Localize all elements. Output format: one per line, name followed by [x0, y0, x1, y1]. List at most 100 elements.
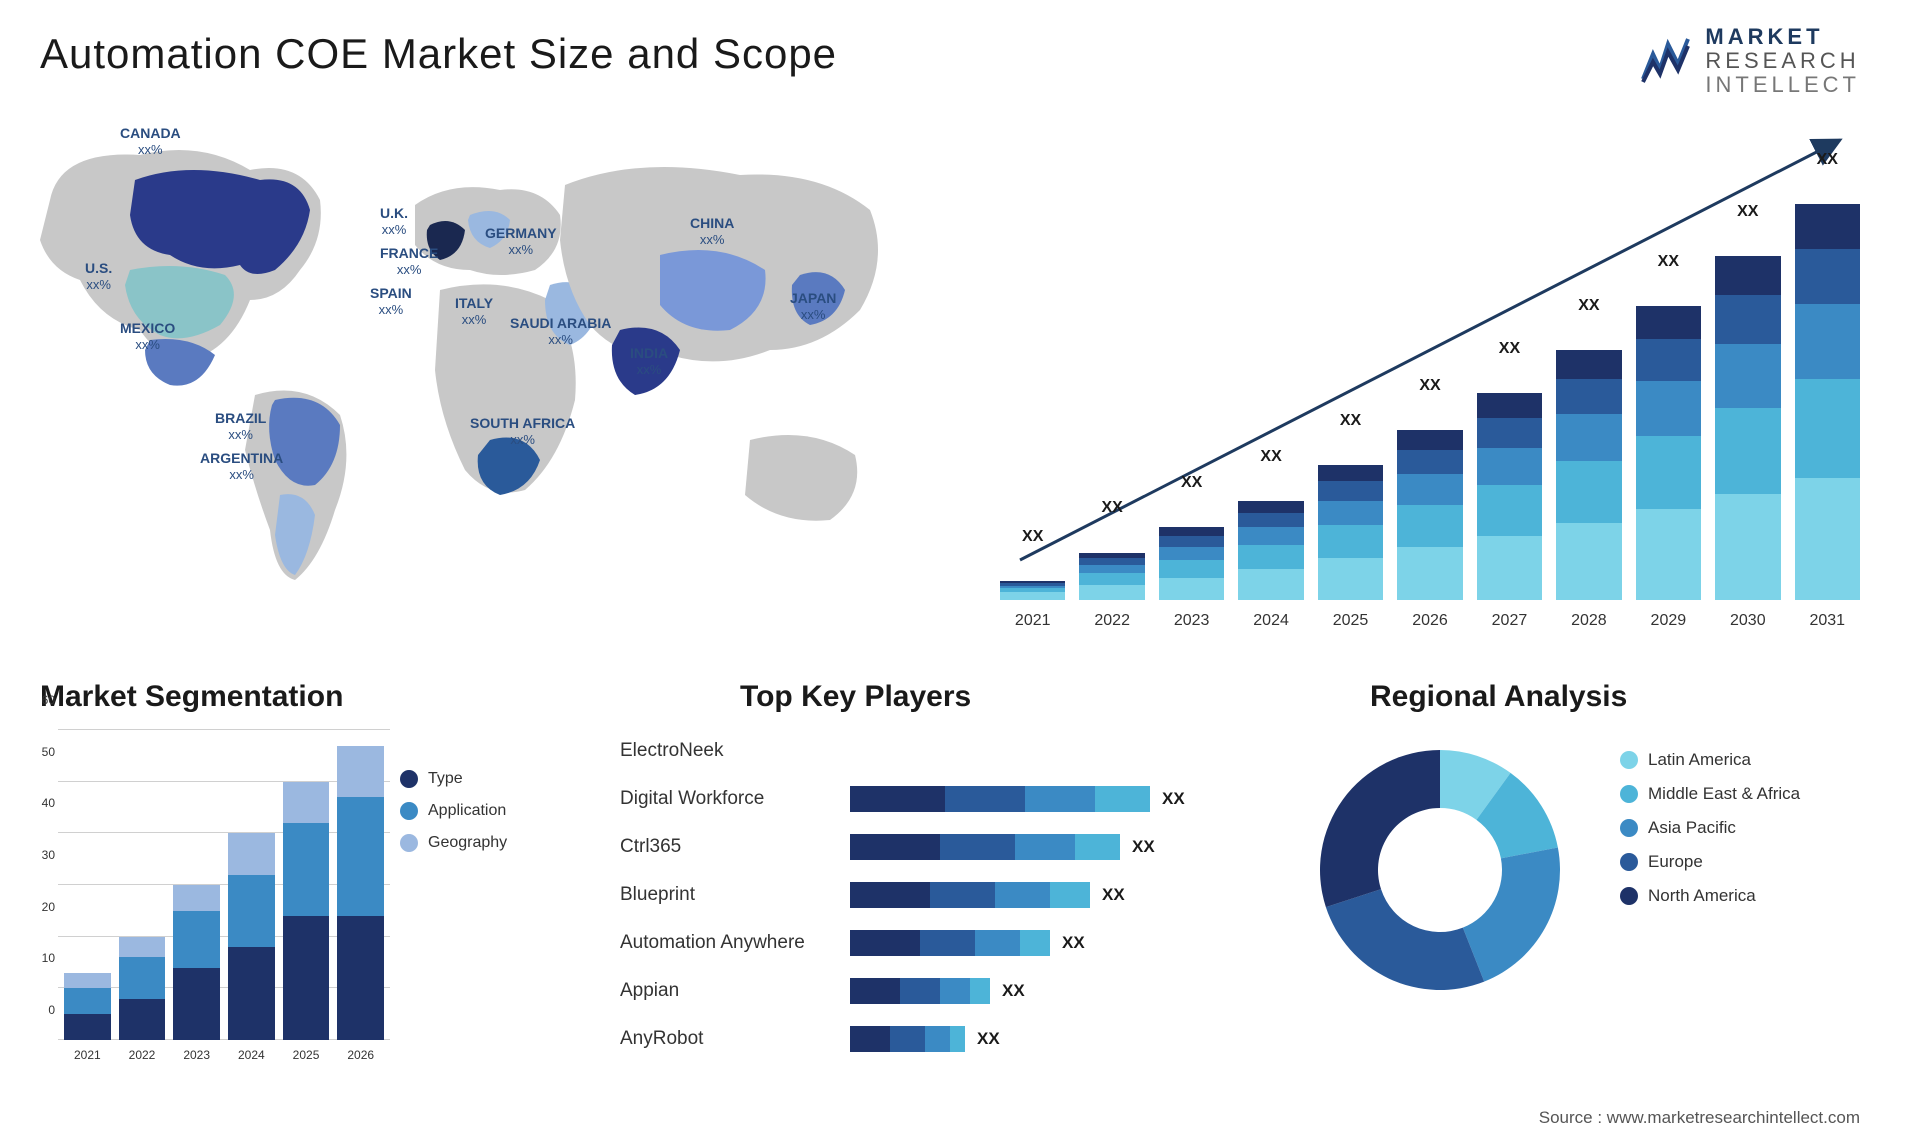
map-label-southafrica: SOUTH AFRICAxx%	[470, 415, 575, 447]
map-label-italy: ITALYxx%	[455, 295, 493, 327]
seg-ytick: 0	[48, 1003, 55, 1017]
keyplayer-name: AnyRobot	[620, 1028, 850, 1050]
main-bar-2031: XX	[1795, 204, 1860, 600]
seg-ytick: 60	[42, 693, 55, 707]
regional-legend-item: Middle East & Africa	[1620, 784, 1800, 804]
map-label-us: U.S.xx%	[85, 260, 112, 292]
segmentation-chart: 0102030405060 202120222023202420252026	[30, 730, 390, 1070]
seg-ytick: 30	[42, 848, 55, 862]
map-label-canada: CANADAxx%	[120, 125, 181, 157]
regional-legend-item: Asia Pacific	[1620, 818, 1800, 838]
seg-bar-2021	[64, 973, 111, 1040]
regional-legend-item: Latin America	[1620, 750, 1800, 770]
seg-ytick: 50	[42, 745, 55, 759]
regional-legend-item: Europe	[1620, 852, 1800, 872]
main-axis-label: 2028	[1556, 612, 1621, 630]
keyplayer-value: XX	[977, 1029, 1000, 1049]
main-bar-value: XX	[1477, 340, 1542, 358]
seg-legend-item: Type	[400, 770, 507, 788]
segmentation-legend: TypeApplicationGeography	[400, 770, 507, 866]
map-label-uk: U.K.xx%	[380, 205, 408, 237]
seg-axis-label: 2022	[119, 1048, 166, 1062]
seg-legend-item: Geography	[400, 834, 507, 852]
main-axis-label: 2024	[1238, 612, 1303, 630]
keyplayer-row: Automation Anywhere XX	[620, 922, 1260, 964]
source-text: Source : www.marketresearchintellect.com	[1539, 1108, 1860, 1128]
logo-line2: RESEARCH	[1705, 49, 1860, 73]
keyplayer-name: Ctrl365	[620, 836, 850, 858]
keyplayer-value: XX	[1002, 981, 1025, 1001]
keyplayer-name: Digital Workforce	[620, 788, 850, 810]
main-bar-value: XX	[1079, 499, 1144, 517]
keyplayer-row: Ctrl365XX	[620, 826, 1260, 868]
seg-axis-label: 2023	[173, 1048, 220, 1062]
keyplayer-value: XX	[1162, 789, 1185, 809]
keyplayer-name: Appian	[620, 980, 850, 1002]
regional-legend-item: North America	[1620, 886, 1800, 906]
main-axis-label: 2025	[1318, 612, 1383, 630]
main-bar-2028: XX	[1556, 350, 1621, 600]
main-bar-2025: XX	[1318, 465, 1383, 600]
donut-slice	[1326, 889, 1484, 990]
world-map-svg	[20, 120, 920, 620]
main-axis-label: 2026	[1397, 612, 1462, 630]
regional-legend: Latin America Middle East & Africa Asia Pa…	[1620, 750, 1800, 920]
logo-icon	[1638, 34, 1693, 89]
seg-ytick: 40	[42, 796, 55, 810]
main-bar-value: XX	[1318, 412, 1383, 430]
donut-slice	[1463, 848, 1560, 982]
world-map: CANADAxx% U.S.xx% MEXICOxx% BRAZILxx% ARGENT…	[20, 120, 940, 640]
regional-donut	[1300, 730, 1580, 1010]
main-bar-2024: XX	[1238, 501, 1303, 600]
map-label-japan: JAPANxx%	[790, 290, 836, 322]
seg-bar-2024	[228, 833, 275, 1040]
map-label-china: CHINAxx%	[690, 215, 734, 247]
main-bar-value: XX	[1636, 253, 1701, 271]
keyplayer-row: Appian XX	[620, 970, 1260, 1012]
keyplayer-name: Automation Anywhere	[620, 932, 850, 954]
logo-line1: MARKET	[1705, 25, 1860, 49]
map-label-saudiarabia: SAUDI ARABIAxx%	[510, 315, 611, 347]
logo-line3: INTELLECT	[1705, 73, 1860, 97]
seg-axis-label: 2024	[228, 1048, 275, 1062]
map-label-argentina: ARGENTINAxx%	[200, 450, 283, 482]
keyplayer-row: ElectroNeek	[620, 730, 1260, 772]
main-bar-chart: XXXXXXXXXXXXXXXXXXXXXX 20212022202320242…	[1000, 150, 1860, 630]
map-label-mexico: MEXICOxx%	[120, 320, 175, 352]
keyplayer-value: XX	[1062, 933, 1085, 953]
map-label-france: FRANCExx%	[380, 245, 438, 277]
main-axis-label: 2027	[1477, 612, 1542, 630]
seg-ytick: 10	[42, 951, 55, 965]
main-axis-label: 2029	[1636, 612, 1701, 630]
keyplayers-chart: ElectroNeekDigital WorkforceXXCtrl365XXB…	[620, 730, 1260, 1090]
keyplayer-value: XX	[1102, 885, 1125, 905]
seg-bar-2026	[337, 746, 384, 1040]
main-bar-value: XX	[1795, 151, 1860, 169]
keyplayer-row: AnyRobot XX	[620, 1018, 1260, 1060]
keyplayers-title: Top Key Players	[740, 680, 971, 714]
main-bar-2029: XX	[1636, 306, 1701, 600]
seg-axis-label: 2025	[283, 1048, 330, 1062]
keyplayer-row: Digital Workforce XX	[620, 778, 1260, 820]
main-bar-value: XX	[1238, 448, 1303, 466]
seg-bar-2023	[173, 885, 220, 1040]
main-bar-2027: XX	[1477, 393, 1542, 600]
main-axis-label: 2022	[1079, 612, 1144, 630]
map-label-germany: GERMANYxx%	[485, 225, 557, 257]
main-bar-value: XX	[1000, 528, 1065, 546]
seg-axis-label: 2026	[337, 1048, 384, 1062]
main-axis-label: 2030	[1715, 612, 1780, 630]
main-bar-2030: XX	[1715, 256, 1780, 600]
map-label-brazil: BRAZILxx%	[215, 410, 266, 442]
keyplayer-row: Blueprint XX	[620, 874, 1260, 916]
brand-logo: MARKET RESEARCH INTELLECT	[1638, 25, 1860, 98]
seg-bar-2022	[119, 937, 166, 1040]
keyplayer-name: Blueprint	[620, 884, 850, 906]
main-bar-2023: XX	[1159, 527, 1224, 600]
seg-ytick: 20	[42, 900, 55, 914]
main-bar-2026: XX	[1397, 430, 1462, 600]
main-bar-value: XX	[1556, 297, 1621, 315]
main-bar-value: XX	[1159, 474, 1224, 492]
main-bar-2022: XX	[1079, 553, 1144, 600]
map-label-india: INDIAxx%	[630, 345, 668, 377]
